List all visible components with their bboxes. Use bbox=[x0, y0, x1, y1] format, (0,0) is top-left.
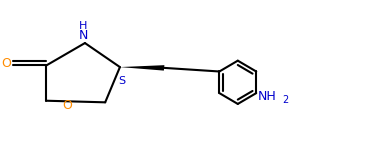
Polygon shape bbox=[120, 65, 164, 71]
Text: S: S bbox=[118, 76, 125, 86]
Text: H: H bbox=[79, 21, 87, 31]
Text: O: O bbox=[63, 99, 72, 112]
Text: 2: 2 bbox=[282, 95, 288, 105]
Text: O: O bbox=[2, 57, 11, 70]
Text: NH: NH bbox=[258, 90, 277, 103]
Text: N: N bbox=[78, 29, 88, 42]
